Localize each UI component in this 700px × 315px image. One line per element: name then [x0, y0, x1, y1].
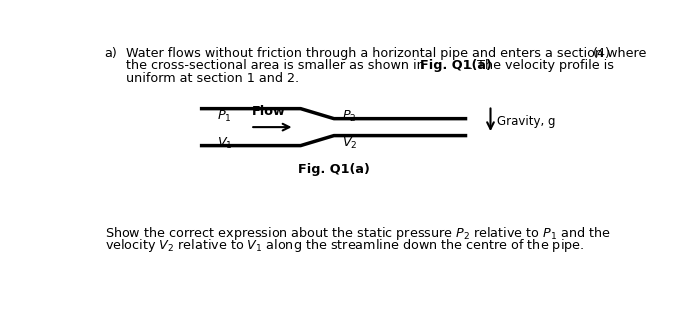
Text: (4): (4)	[593, 47, 610, 60]
Text: Water flows without friction through a horizontal pipe and enters a section wher: Water flows without friction through a h…	[126, 47, 647, 60]
Text: $P_1$: $P_1$	[217, 109, 232, 124]
Text: Fig. Q1(a): Fig. Q1(a)	[420, 59, 492, 72]
Text: Flow: Flow	[251, 105, 286, 118]
Text: Gravity, g: Gravity, g	[497, 115, 555, 128]
Text: Fig. Q1(a): Fig. Q1(a)	[298, 163, 370, 175]
Text: . The velocity profile is: . The velocity profile is	[469, 59, 614, 72]
Text: $P_2$: $P_2$	[342, 109, 356, 124]
Text: $V_1$: $V_1$	[217, 136, 232, 152]
Text: velocity $V_2$ relative to $V_1$ along the streamline down the centre of the pip: velocity $V_2$ relative to $V_1$ along t…	[104, 237, 584, 254]
Text: Show the correct expression about the static pressure $P_2$ relative to $P_1$ an: Show the correct expression about the st…	[104, 225, 610, 242]
Text: $V_2$: $V_2$	[342, 136, 357, 152]
Text: a): a)	[104, 47, 118, 60]
Text: the cross-sectional area is smaller as shown in: the cross-sectional area is smaller as s…	[126, 59, 429, 72]
Text: uniform at section 1 and 2.: uniform at section 1 and 2.	[126, 72, 300, 85]
